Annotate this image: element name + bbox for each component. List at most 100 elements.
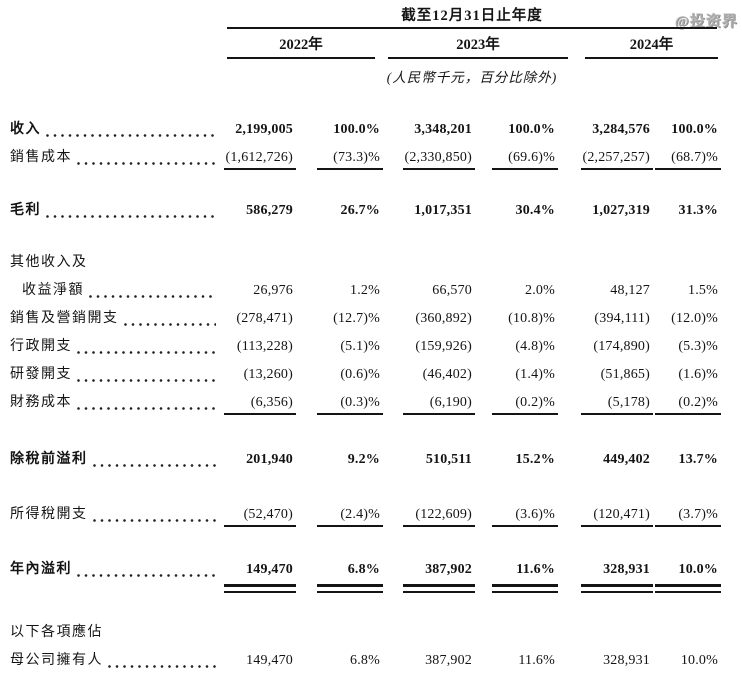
- cell-2022-pct: (5.1)%: [340, 339, 380, 354]
- cell-2022-pct: (0.3)%: [293, 389, 383, 417]
- row-label: 以下各項應佔: [10, 625, 103, 640]
- cell-2024-value: 449,402: [603, 452, 650, 467]
- row-admin-expenses: 行政開支 (113,228) (5.1)% (159,926) (4.8)% (…: [0, 333, 742, 361]
- cell-2022-pct: 9.2%: [347, 452, 380, 467]
- cell-2024-pct: 31.3%: [678, 203, 718, 218]
- cell-2023-value: (159,926): [415, 339, 472, 354]
- row-revenue: 收入 2,199,005 100.0% 3,348,201 100.0% 3,2…: [0, 116, 742, 144]
- cell-2024-pct: (12.0)%: [671, 311, 718, 326]
- dot-leader: [89, 295, 216, 298]
- cell-2024-pct: 10.0%: [680, 653, 718, 668]
- financial-table: 收入 2,199,005 100.0% 3,348,201 100.0% 3,2…: [0, 116, 742, 675]
- cell-2023-value: 3,348,201: [414, 122, 472, 137]
- dot-leader: [108, 665, 216, 668]
- cell-2023-value: (6,190): [380, 389, 475, 417]
- header-rule: [227, 27, 717, 29]
- dot-leader: [46, 134, 216, 137]
- cell-2024-pct: (3.7)%: [650, 501, 721, 529]
- cell-2024-value: 1,027,319: [592, 203, 650, 218]
- cell-2023-value: 1,017,351: [414, 203, 472, 218]
- cell-2022-pct: (73.3)%: [293, 144, 383, 172]
- row-label: 收益淨額: [10, 277, 222, 305]
- cell-2022-value: (6,356): [222, 389, 296, 417]
- cell-2024-value: 48,127: [610, 283, 650, 298]
- cell-2023-pct: (10.8)%: [508, 311, 555, 326]
- column-header-2022: 2022年: [279, 37, 323, 53]
- row-rd-expenses: 研發開支 (13,260) (0.6)% (46,402) (1.4)% (51…: [0, 361, 742, 389]
- cell-2024-pct: (1.6)%: [678, 367, 718, 382]
- row-label: 年內溢利: [10, 556, 222, 584]
- cell-2022-pct: 6.8%: [350, 653, 380, 668]
- cell-2022-value: 149,470: [222, 556, 296, 593]
- cell-2022-pct: 1.2%: [350, 283, 380, 298]
- row-label: 研發開支: [10, 361, 222, 389]
- cell-2024-pct: (0.2)%: [650, 389, 721, 417]
- row-label: 銷售成本: [10, 144, 222, 172]
- cell-2024-pct: 1.5%: [688, 283, 718, 298]
- row-label: 收入: [10, 116, 222, 144]
- cell-2023-pct: 30.4%: [515, 203, 555, 218]
- row-selling-marketing-expenses: 銷售及營銷開支 (278,471) (12.7)% (360,892) (10.…: [0, 305, 742, 333]
- cell-2022-value: 586,279: [246, 203, 293, 218]
- row-label: 財務成本: [10, 389, 222, 417]
- cell-2023-value: (360,892): [415, 311, 472, 326]
- row-label: 所得稅開支: [10, 501, 222, 529]
- cell-2022-value: (1,612,726): [222, 144, 296, 172]
- row-gross-profit: 毛利 586,279 26.7% 1,017,351 30.4% 1,027,3…: [0, 197, 742, 225]
- cell-2023-pct: (0.2)%: [472, 389, 558, 417]
- row-label: 母公司擁有人: [10, 647, 222, 675]
- row-profit-before-tax: 除稅前溢利 201,940 9.2% 510,511 15.2% 449,402…: [0, 446, 742, 474]
- cell-2022-pct: 6.8%: [293, 556, 383, 593]
- cell-2024-pct: 100.0%: [671, 122, 718, 137]
- row-other-income-header: 其他收入及: [0, 249, 742, 277]
- cell-2024-value: 3,284,576: [592, 122, 650, 137]
- cell-2022-value: 26,976: [253, 283, 293, 298]
- currency-unit-note: (人民幣千元，百分比除外): [386, 70, 558, 85]
- cell-2022-value: 149,470: [246, 653, 293, 668]
- column-header-2024: 2024年: [629, 37, 674, 53]
- cell-2023-pct: 100.0%: [508, 122, 555, 137]
- dot-leader: [77, 351, 216, 354]
- cell-2024-pct: 13.7%: [678, 452, 718, 467]
- row-label: 毛利: [10, 197, 222, 225]
- cell-2024-value: (394,111): [594, 311, 650, 326]
- cell-2023-value: 66,570: [432, 283, 472, 298]
- dot-leader: [77, 407, 216, 410]
- cell-2023-pct: (1.4)%: [515, 367, 555, 382]
- row-cost-of-sales: 銷售成本 (1,612,726) (73.3)% (2,330,850) (69…: [0, 144, 742, 172]
- cell-2022-value: (278,471): [236, 311, 293, 326]
- cell-2023-pct: (69.6)%: [472, 144, 558, 172]
- cell-2024-value: (5,178): [555, 389, 653, 417]
- dot-leader: [46, 215, 216, 218]
- cell-2022-pct: (0.6)%: [340, 367, 380, 382]
- cell-2022-pct: (2.4)%: [293, 501, 383, 529]
- cell-2022-value: (113,228): [236, 339, 293, 354]
- cell-2024-value: (51,865): [600, 367, 650, 382]
- row-attributable-header: 以下各項應佔: [0, 619, 742, 647]
- cell-2024-pct: (68.7)%: [650, 144, 721, 172]
- cell-2022-pct: 26.7%: [340, 203, 380, 218]
- cell-2023-pct: 11.6%: [472, 556, 558, 593]
- row-label: 除稅前溢利: [10, 446, 222, 474]
- dot-leader: [92, 464, 216, 467]
- cell-2023-value: 387,902: [425, 653, 472, 668]
- column-rule-2022: [227, 57, 375, 59]
- cell-2024-pct: (5.3)%: [678, 339, 718, 354]
- row-owners-of-parent: 母公司擁有人 149,470 6.8% 387,902 11.6% 328,93…: [0, 647, 742, 675]
- watermark: @投资界: [675, 14, 738, 30]
- cell-2024-value: 328,931: [555, 556, 653, 593]
- row-finance-costs: 財務成本 (6,356) (0.3)% (6,190) (0.2)% (5,17…: [0, 389, 742, 417]
- cell-2023-value: 387,902: [380, 556, 475, 593]
- cell-2023-pct: (3.6)%: [472, 501, 558, 529]
- cell-2022-value: (13,260): [243, 367, 293, 382]
- period-header: 截至12月31日止年度: [401, 8, 543, 24]
- dot-leader: [123, 323, 216, 326]
- cell-2022-pct: 100.0%: [333, 122, 380, 137]
- cell-2022-value: 201,940: [246, 452, 293, 467]
- row-label: 銷售及營銷開支: [10, 305, 222, 333]
- cell-2024-value: (174,890): [593, 339, 650, 354]
- cell-2024-value: 328,931: [603, 653, 650, 668]
- cell-2023-pct: (4.8)%: [515, 339, 555, 354]
- cell-2023-pct: 11.6%: [518, 653, 555, 668]
